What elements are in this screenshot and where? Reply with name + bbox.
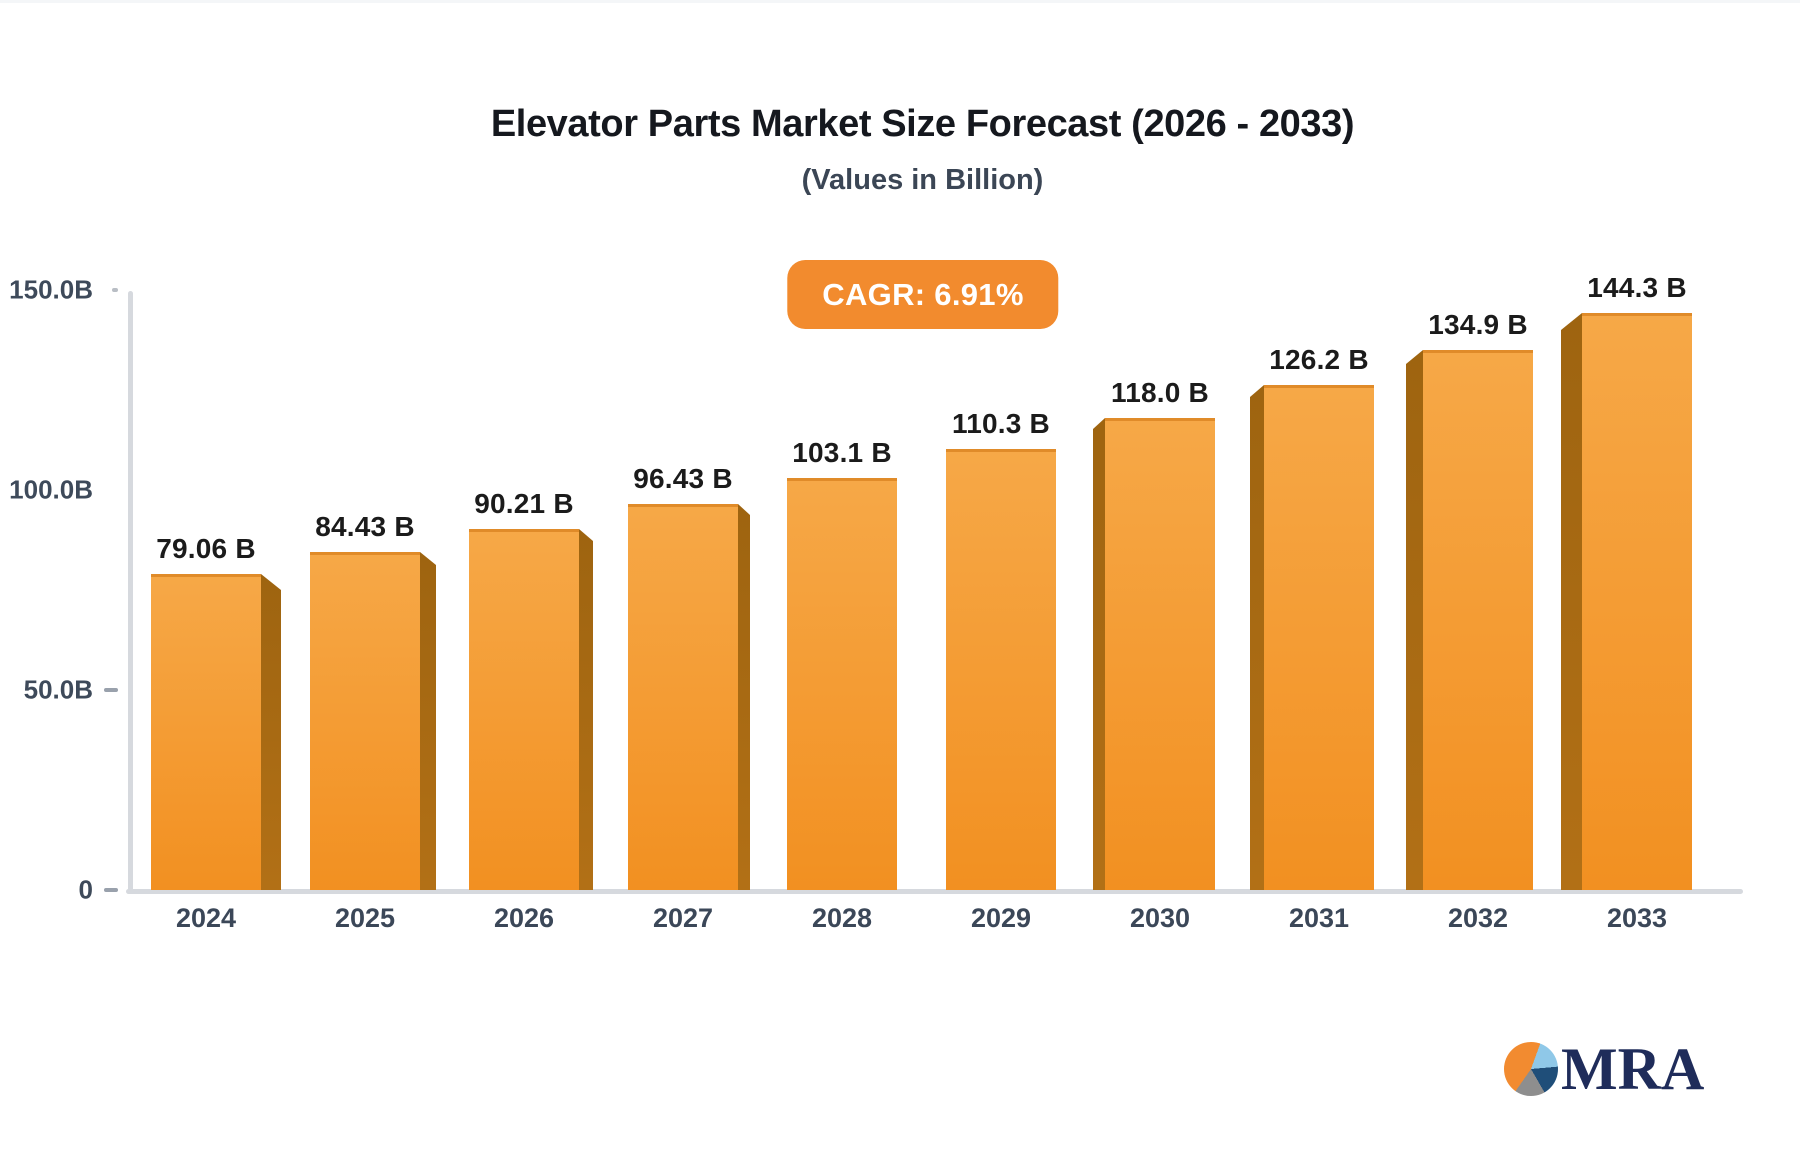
x-axis-baseline bbox=[126, 889, 1743, 894]
bar-2027 bbox=[628, 504, 738, 890]
x-label-2029: 2029 bbox=[970, 903, 1032, 933]
pie-chart-icon bbox=[1504, 1042, 1558, 1096]
cagr-badge: CAGR: 6.91% bbox=[787, 260, 1059, 329]
x-label-2031: 2031 bbox=[1288, 903, 1350, 933]
bar-2024 bbox=[151, 574, 261, 890]
bar-value-label-2025: 84.43 B bbox=[315, 511, 415, 542]
x-label-2028: 2028 bbox=[811, 903, 873, 933]
bar-2025-side bbox=[420, 552, 436, 890]
bar-value-label-2026: 90.21 B bbox=[474, 488, 574, 519]
bar-2030-side bbox=[1093, 418, 1105, 890]
bar-value-label-2028: 103.1 B bbox=[792, 437, 892, 468]
bar-2031 bbox=[1264, 385, 1374, 890]
y-tick-label-50.0B: 50.0B bbox=[23, 674, 93, 705]
x-label-2030: 2030 bbox=[1129, 903, 1191, 933]
bar-value-label-2029: 110.3 B bbox=[952, 408, 1050, 439]
x-label-2027: 2027 bbox=[652, 903, 714, 933]
chart-header: Elevator Parts Market Size Forecast (202… bbox=[45, 3, 1800, 197]
y-tick-mark bbox=[112, 288, 118, 292]
y-tick-mark bbox=[104, 888, 118, 892]
bar-2027-side bbox=[738, 504, 750, 890]
x-label-2032: 2032 bbox=[1447, 903, 1509, 933]
x-label-2033: 2033 bbox=[1606, 903, 1668, 933]
plot-area: 150.0B 100.0B 50.0B 0 79.06 B 2024 84.43 B 2025… bbox=[0, 3, 1800, 1156]
bar-2030 bbox=[1105, 418, 1215, 890]
bar-value-label-2033: 144.3 B bbox=[1587, 272, 1687, 303]
bar-2026-side bbox=[579, 529, 593, 890]
x-label-2024: 2024 bbox=[175, 903, 237, 933]
bar-2025 bbox=[310, 552, 420, 890]
y-axis-line bbox=[128, 291, 133, 894]
bar-value-label-2030: 118.0 B bbox=[1111, 377, 1209, 408]
logo-text: MRA bbox=[1561, 1036, 1705, 1102]
bar-value-label-2031: 126.2 B bbox=[1269, 344, 1369, 375]
y-tick-label-150.0B: 150.0B bbox=[9, 274, 93, 305]
bar-value-label-2024: 79.06 B bbox=[156, 533, 256, 564]
bar-2024-side bbox=[261, 574, 281, 890]
bar-2026 bbox=[469, 529, 579, 890]
x-label-2025: 2025 bbox=[334, 903, 396, 933]
logo: MRA bbox=[1504, 1039, 1704, 1099]
bar-2032 bbox=[1423, 350, 1533, 890]
bar-2029 bbox=[946, 449, 1056, 890]
x-label-2026: 2026 bbox=[493, 903, 555, 933]
chart-subtitle: (Values in Billion) bbox=[801, 164, 1044, 196]
chart-title: Elevator Parts Market Size Forecast (202… bbox=[490, 103, 1355, 145]
bar-2033 bbox=[1582, 313, 1692, 890]
bar-2032-side bbox=[1406, 350, 1423, 890]
bar-value-label-2027: 96.43 B bbox=[633, 463, 733, 494]
y-tick-mark bbox=[104, 688, 118, 692]
bar-2028 bbox=[787, 478, 897, 890]
bar-2031-side bbox=[1250, 385, 1264, 890]
bar-value-label-2032: 134.9 B bbox=[1428, 309, 1528, 340]
bar-2033-side bbox=[1561, 313, 1582, 890]
y-tick-label-100.0B: 100.0B bbox=[9, 474, 93, 505]
y-tick-label-0: 0 bbox=[78, 874, 93, 905]
